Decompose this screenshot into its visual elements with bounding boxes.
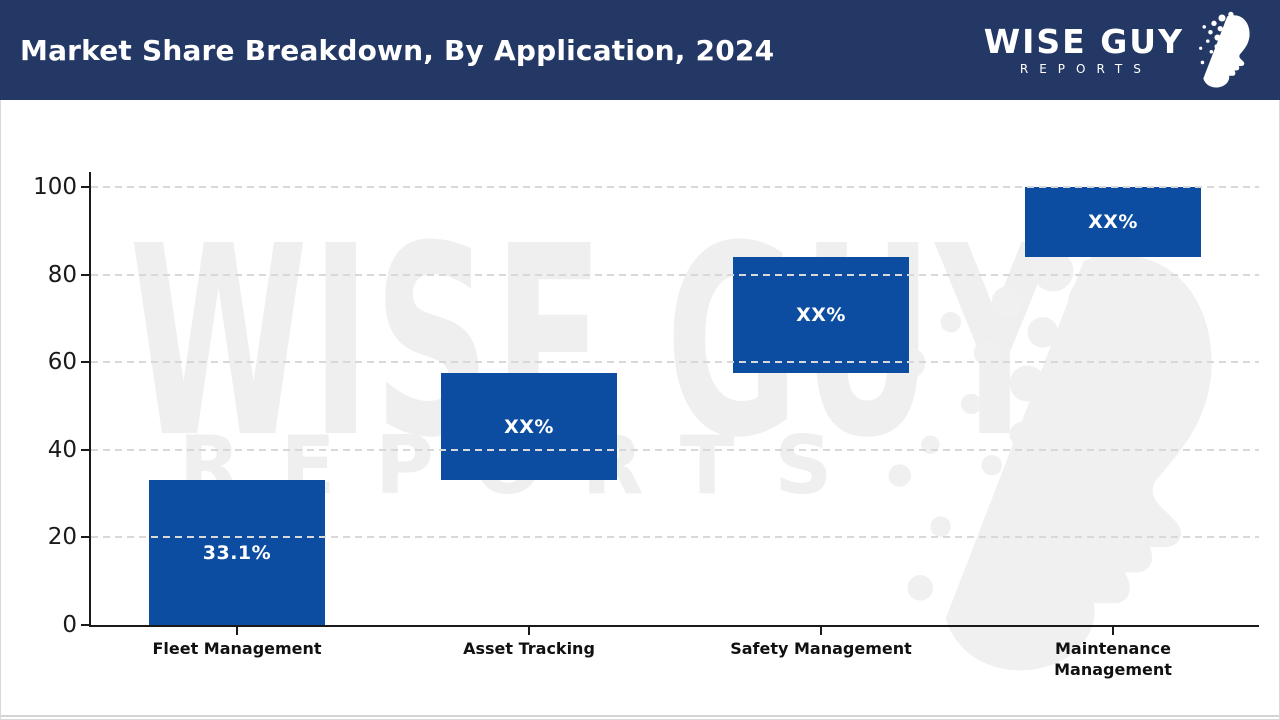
x-category-label-line: Safety Management <box>730 639 912 658</box>
x-category-label: Fleet Management <box>152 639 321 660</box>
y-axis-tick-label: 40 <box>47 436 77 463</box>
x-category-label: Maintenance Management <box>1054 639 1172 681</box>
x-category-label: Asset Tracking <box>463 639 595 660</box>
header-bar: Market Share Breakdown, By Application, … <box>0 0 1280 100</box>
x-axis-tick <box>1112 627 1114 635</box>
plot-area: 0 20 40 60 80 100 33.1% Fleet Management XX% Asse… <box>33 172 1259 679</box>
grid-line <box>91 273 1259 276</box>
y-axis-tick <box>81 186 89 189</box>
x-axis-tick <box>236 627 238 635</box>
grid-line <box>91 536 1259 539</box>
y-axis-tick <box>81 536 89 539</box>
y-axis-tick <box>81 361 89 364</box>
grid-line <box>91 448 1259 451</box>
bar-maintenance-management: XX% <box>1025 187 1201 258</box>
y-axis-tick-label: 60 <box>47 349 77 376</box>
x-category-label-line: Fleet Management <box>152 639 322 658</box>
y-axis-tick-label: 100 <box>33 174 77 201</box>
y-axis-tick-label: 80 <box>47 261 77 288</box>
x-category-label: Safety Management <box>730 639 912 660</box>
y-axis-tick <box>81 273 89 276</box>
brand-logo-text: WISE GUY REPORTS <box>984 25 1184 76</box>
brand-subtitle: REPORTS <box>1019 61 1152 76</box>
x-category-label-line: Asset Tracking <box>463 639 595 658</box>
chart-card: WISE GUY REPORTS 02040608010033.1%Fleet … <box>0 100 1280 720</box>
grid-line <box>91 186 1259 189</box>
bar-value-label: 33.1% <box>202 541 272 564</box>
x-axis-tick <box>820 627 822 635</box>
bar-asset-tracking: XX% <box>441 372 617 481</box>
dotted-head-logo-icon <box>1199 11 1250 88</box>
brand-logo: WISE GUY REPORTS <box>984 9 1254 91</box>
brand-name: WISE GUY <box>983 21 1184 61</box>
x-category-label-line: Management <box>1054 659 1172 679</box>
y-axis-tick-label: 0 <box>62 612 77 638</box>
bar-safety-management: XX% <box>733 257 909 373</box>
bar-value-label: XX% <box>1088 211 1138 234</box>
y-axis-tick <box>81 624 89 626</box>
chart-title: Market Share Breakdown, By Application, … <box>20 33 775 67</box>
bar-value-label: XX% <box>504 415 554 438</box>
y-axis-tick-label: 20 <box>47 524 77 551</box>
x-axis-tick <box>528 627 530 635</box>
bar-value-label: XX% <box>796 304 846 327</box>
grid-line <box>91 361 1259 364</box>
x-category-label-line: Maintenance <box>1054 639 1171 658</box>
bar-fleet-management: 33.1% <box>149 480 325 625</box>
y-axis-tick <box>81 448 89 451</box>
